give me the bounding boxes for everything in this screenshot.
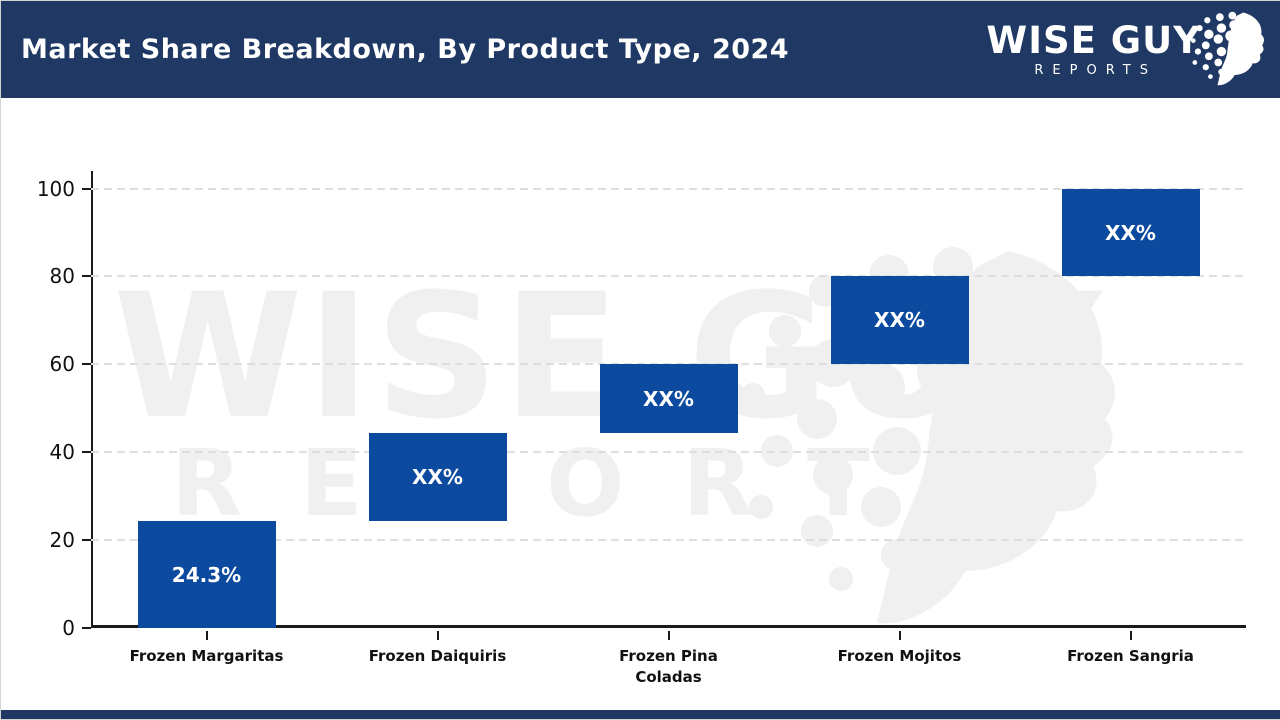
plot-area (91, 171, 1246, 628)
y-tick-label: 100 (36, 176, 75, 201)
y-tick-label: 20 (49, 528, 75, 553)
y-tick-mark (82, 275, 91, 278)
wiseguy-logo: WISE GUY REPORTS (986, 7, 1273, 93)
y-tick-mark (82, 627, 91, 629)
footer-bar (1, 710, 1280, 719)
x-tick-mark (667, 631, 670, 640)
gridline (91, 539, 1246, 542)
bar-value-label: XX% (1105, 220, 1156, 245)
x-tick-mark (1129, 631, 1132, 640)
y-tick-label: 0 (62, 616, 75, 640)
x-tick-label: Frozen Pina Coladas (619, 647, 718, 686)
bar-value-label: XX% (412, 465, 463, 490)
dotted-face-icon (1190, 11, 1265, 86)
page-title: Market Share Breakdown, By Product Type,… (21, 34, 790, 65)
x-tick-mark (205, 631, 208, 640)
y-tick-mark (82, 451, 91, 454)
x-tick-label: Frozen Margaritas (129, 647, 284, 665)
y-tick-label: 60 (49, 352, 75, 377)
bar-value-label: XX% (874, 308, 925, 333)
y-tick-label: 80 (49, 264, 75, 289)
bar: XX% (830, 276, 969, 365)
header: Market Share Breakdown, By Product Type,… (1, 1, 1280, 98)
bar: XX% (368, 433, 507, 522)
x-tick-label: Frozen Mojitos (837, 647, 962, 665)
bar: 24.3% (137, 521, 276, 628)
y-tick-label: 40 (49, 440, 75, 465)
bar: XX% (1061, 188, 1200, 277)
logo-text: WISE GUY REPORTS (986, 19, 1201, 78)
watermark-subtext: REPORTS (171, 430, 1053, 537)
gridline (91, 451, 1246, 454)
y-tick-mark (82, 363, 91, 366)
logo-wordmark: WISE GUY (986, 19, 1201, 63)
gridline (91, 275, 1246, 278)
x-tick-label: Frozen Sangria (1067, 647, 1194, 665)
y-tick-mark (82, 539, 91, 542)
logo-subtext: REPORTS (1034, 62, 1157, 78)
x-tick-label: Frozen Daiquiris (368, 647, 507, 665)
gridline (91, 187, 1246, 190)
x-tick-mark (898, 631, 901, 640)
watermark-face-icon (741, 247, 1115, 624)
x-tick-mark (436, 631, 439, 640)
y-tick-mark (82, 187, 91, 190)
bar-value-label: XX% (643, 386, 694, 411)
bar: XX% (599, 364, 738, 434)
bar-value-label: 24.3% (171, 562, 242, 587)
chart-area: WISE GUY REPORTS 0 20 40 60 80 100 24.3% Frozen… (1, 98, 1280, 712)
